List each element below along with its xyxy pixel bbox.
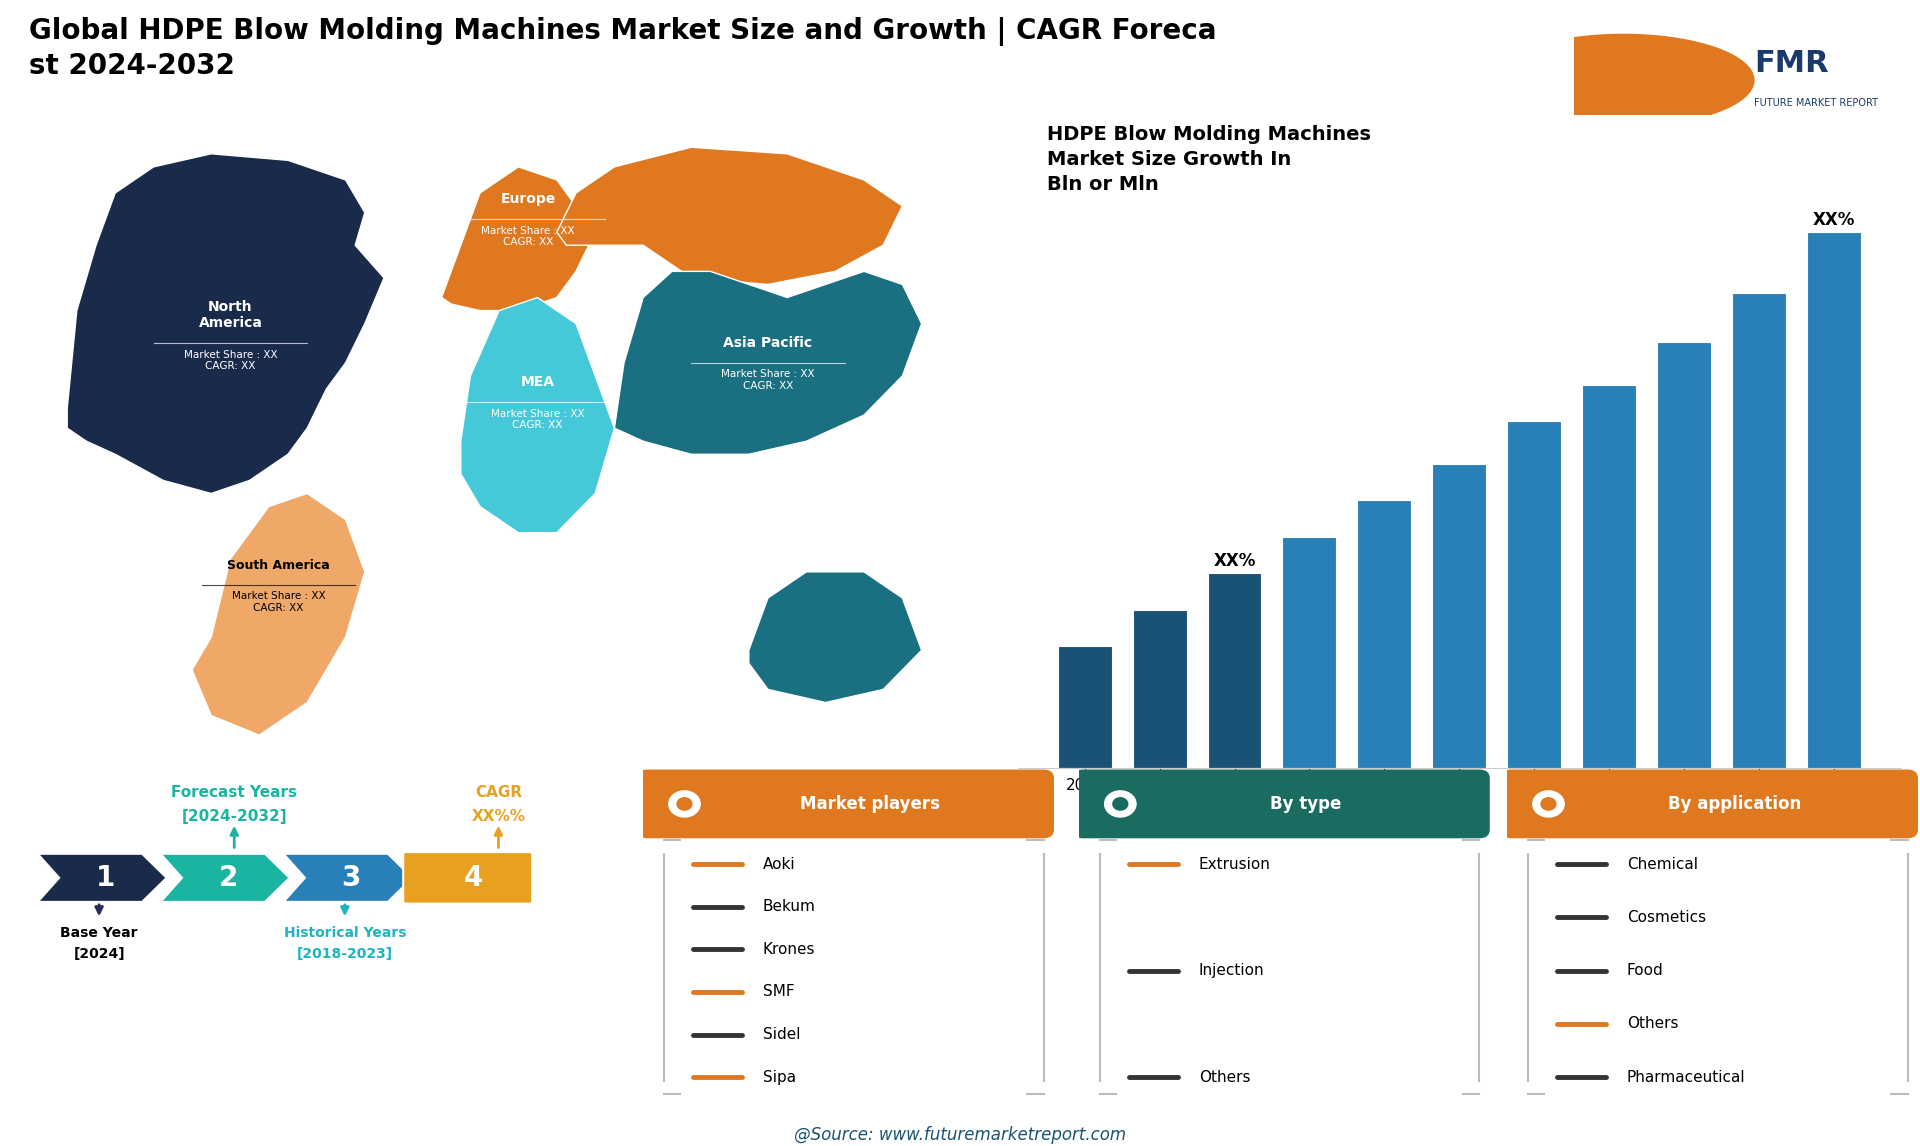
Bar — [1507, 421, 1561, 768]
Bar — [1582, 385, 1636, 768]
Text: [2018-2023]: [2018-2023] — [298, 947, 394, 960]
Text: Krones: Krones — [762, 942, 816, 957]
Text: st 2024-2032: st 2024-2032 — [29, 52, 234, 79]
Text: Cosmetics: Cosmetics — [1626, 910, 1707, 925]
Text: @Source: www.futuremarketreport.com: @Source: www.futuremarketreport.com — [795, 1127, 1125, 1144]
Text: Others: Others — [1198, 1069, 1250, 1085]
Text: FUTURE MARKET REPORT: FUTURE MARKET REPORT — [1753, 99, 1878, 108]
Bar — [1058, 646, 1112, 768]
Polygon shape — [284, 854, 413, 902]
Text: Bekum: Bekum — [762, 900, 816, 915]
Bar — [1357, 500, 1411, 768]
FancyBboxPatch shape — [403, 853, 532, 903]
Bar — [1208, 573, 1261, 768]
Text: Historical Years: Historical Years — [284, 926, 407, 940]
Polygon shape — [461, 298, 614, 533]
Text: 1: 1 — [96, 864, 115, 892]
Text: By type: By type — [1271, 795, 1342, 813]
Polygon shape — [67, 154, 384, 494]
Text: Extrusion: Extrusion — [1198, 856, 1271, 872]
Bar — [1732, 293, 1786, 768]
Text: Market Share : XX
CAGR: XX: Market Share : XX CAGR: XX — [232, 591, 324, 613]
Text: Others: Others — [1626, 1017, 1678, 1031]
Text: Base Year: Base Year — [60, 926, 138, 940]
Text: By application: By application — [1668, 795, 1801, 813]
Text: XX%: XX% — [1812, 211, 1855, 229]
Text: Europe: Europe — [501, 193, 555, 206]
Text: Chemical: Chemical — [1626, 856, 1697, 872]
FancyBboxPatch shape — [1073, 770, 1490, 839]
Text: [2024-2032]: [2024-2032] — [180, 809, 288, 824]
Polygon shape — [38, 854, 167, 902]
Text: FMR: FMR — [1753, 48, 1828, 78]
Text: SMF: SMF — [762, 984, 795, 999]
Text: XX%: XX% — [1213, 552, 1256, 570]
Circle shape — [1114, 798, 1127, 810]
Text: MEA: MEA — [520, 375, 555, 388]
Text: [2024]: [2024] — [73, 947, 125, 960]
Polygon shape — [442, 167, 595, 311]
Text: Sipa: Sipa — [762, 1069, 797, 1085]
Circle shape — [1542, 798, 1555, 810]
Text: Food: Food — [1626, 963, 1663, 979]
Circle shape — [1494, 34, 1753, 126]
Polygon shape — [557, 148, 902, 284]
Polygon shape — [192, 494, 365, 736]
FancyBboxPatch shape — [1501, 770, 1918, 839]
Text: 2: 2 — [219, 864, 238, 892]
Bar — [1807, 233, 1860, 768]
Polygon shape — [749, 572, 922, 702]
Circle shape — [1532, 791, 1565, 817]
Text: North
America: North America — [198, 300, 263, 330]
Text: Aoki: Aoki — [762, 856, 795, 872]
Circle shape — [668, 791, 701, 817]
Bar — [1657, 342, 1711, 768]
Polygon shape — [161, 854, 290, 902]
Text: Global HDPE Blow Molding Machines Market Size and Growth | CAGR Foreca: Global HDPE Blow Molding Machines Market… — [29, 17, 1215, 46]
Bar — [1133, 610, 1187, 768]
Text: HDPE Blow Molding Machines
Market Size Growth In
Bln or Mln: HDPE Blow Molding Machines Market Size G… — [1046, 125, 1371, 195]
Text: XX%%: XX%% — [472, 809, 526, 824]
Text: 4: 4 — [465, 864, 484, 892]
Text: 3: 3 — [342, 864, 361, 892]
Text: Market Share : XX
CAGR: XX: Market Share : XX CAGR: XX — [492, 409, 584, 430]
Circle shape — [1104, 791, 1137, 817]
Text: Market Share : XX
CAGR: XX: Market Share : XX CAGR: XX — [722, 369, 814, 391]
Text: Pharmaceutical: Pharmaceutical — [1626, 1069, 1745, 1085]
FancyBboxPatch shape — [637, 770, 1054, 839]
Text: Injection: Injection — [1198, 963, 1265, 979]
Text: Asia Pacific: Asia Pacific — [724, 336, 812, 350]
Bar — [1432, 464, 1486, 768]
Polygon shape — [614, 272, 922, 454]
Text: Market Share : XX
CAGR: XX: Market Share : XX CAGR: XX — [482, 226, 574, 248]
Text: South America: South America — [227, 559, 330, 572]
Bar — [1283, 536, 1336, 768]
Text: Forecast Years: Forecast Years — [171, 785, 298, 800]
Text: Sidel: Sidel — [762, 1027, 801, 1042]
Circle shape — [678, 798, 691, 810]
Text: Market players: Market players — [801, 795, 941, 813]
Text: CAGR: CAGR — [474, 785, 522, 800]
Text: Market Share : XX
CAGR: XX: Market Share : XX CAGR: XX — [184, 350, 276, 371]
